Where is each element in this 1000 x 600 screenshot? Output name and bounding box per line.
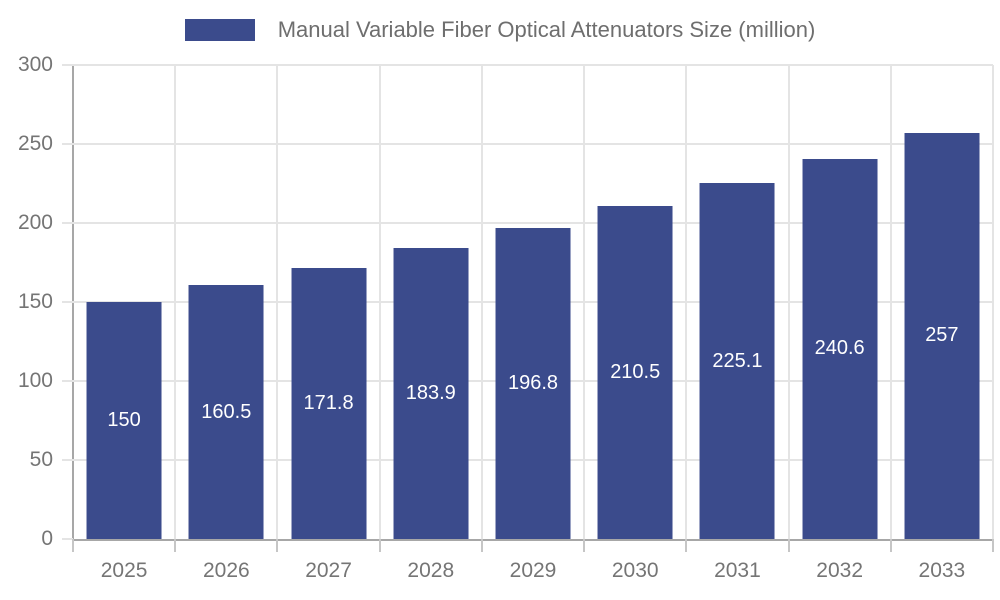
x-axis-tick bbox=[72, 539, 74, 552]
x-axis-tick bbox=[480, 539, 483, 552]
x-tick-label: 2032 bbox=[816, 559, 864, 582]
gridline bbox=[62, 222, 993, 225]
legend-label: Manual Variable Fiber Optical Attenuator… bbox=[277, 17, 816, 42]
x-tick-label: 2026 bbox=[202, 559, 250, 582]
bar-value-label: 196.8 bbox=[507, 372, 559, 395]
bar-2029[interactable]: 196.8 bbox=[495, 228, 571, 539]
x-tick-label: 2031 bbox=[714, 559, 761, 582]
gridline bbox=[583, 65, 586, 539]
y-tick-label: 50 bbox=[29, 448, 53, 471]
gridline bbox=[378, 65, 381, 539]
bar-value-label: 171.8 bbox=[303, 391, 354, 414]
x-tick-label: 2033 bbox=[918, 559, 966, 582]
y-tick-label: 200 bbox=[17, 210, 53, 234]
gridline bbox=[62, 64, 993, 66]
bar-2032[interactable]: 240.6 bbox=[802, 158, 878, 539]
x-axis-line bbox=[72, 539, 993, 541]
bar-value-label: 183.9 bbox=[405, 382, 456, 405]
bar-value-label: 160.5 bbox=[201, 400, 252, 423]
x-axis-labels: 2025 2026 2027 2028 2029 2030 2031 2032 2033 bbox=[73, 553, 993, 587]
x-axis-tick bbox=[583, 539, 586, 552]
bar-value-label: 210.5 bbox=[610, 361, 661, 384]
gridline bbox=[889, 65, 892, 539]
y-tick-label: 250 bbox=[17, 131, 53, 155]
x-axis-tick bbox=[378, 539, 381, 552]
gridline bbox=[62, 538, 73, 540]
gridline bbox=[992, 65, 994, 539]
legend[interactable]: Manual Variable Fiber Optical Attenuator… bbox=[0, 17, 1000, 43]
y-tick-label: 0 bbox=[41, 527, 53, 550]
x-tick-label: 2027 bbox=[305, 559, 352, 582]
x-tick-label: 2030 bbox=[611, 559, 659, 582]
x-axis-tick bbox=[889, 539, 892, 552]
y-tick-label: 300 bbox=[17, 53, 53, 76]
x-axis-tick bbox=[276, 539, 279, 552]
bar-2026[interactable]: 160.5 bbox=[188, 285, 264, 539]
bar-value-label: 240.6 bbox=[814, 337, 865, 360]
bar-2030[interactable]: 210.5 bbox=[597, 206, 673, 539]
plot-area: 150 160.5 171.8 183.9 196.8 210.5 225.1 240.6 25… bbox=[62, 64, 994, 552]
bar-2033[interactable]: 257 bbox=[904, 132, 980, 539]
x-axis-tick bbox=[787, 539, 790, 552]
bar-value-label: 225.1 bbox=[712, 349, 763, 372]
x-tick-label: 2025 bbox=[100, 559, 148, 582]
gridline bbox=[276, 65, 279, 539]
gridline bbox=[480, 65, 483, 539]
bar-value-label: 257 bbox=[925, 324, 959, 347]
bar-2025[interactable]: 150 bbox=[86, 302, 162, 539]
x-axis-tick bbox=[174, 539, 177, 552]
gridline bbox=[685, 65, 688, 539]
bar-2028[interactable]: 183.9 bbox=[393, 248, 469, 539]
legend-swatch-icon bbox=[184, 19, 255, 41]
gridline bbox=[174, 65, 177, 539]
y-tick-label: 100 bbox=[17, 368, 53, 392]
bar-2031[interactable]: 225.1 bbox=[699, 183, 775, 539]
x-tick-label: 2029 bbox=[509, 559, 557, 582]
x-tick-label: 2028 bbox=[407, 559, 455, 582]
bar-2027[interactable]: 171.8 bbox=[291, 267, 367, 539]
y-axis-labels: 0 50 100 150 200 250 300 bbox=[0, 53, 53, 550]
y-axis-line bbox=[72, 65, 74, 552]
gridline bbox=[62, 143, 993, 145]
y-tick-label: 150 bbox=[17, 290, 53, 313]
x-axis-tick bbox=[992, 539, 994, 552]
bar-value-label: 150 bbox=[107, 409, 141, 431]
gridline bbox=[787, 65, 790, 539]
x-axis-tick bbox=[685, 539, 688, 552]
